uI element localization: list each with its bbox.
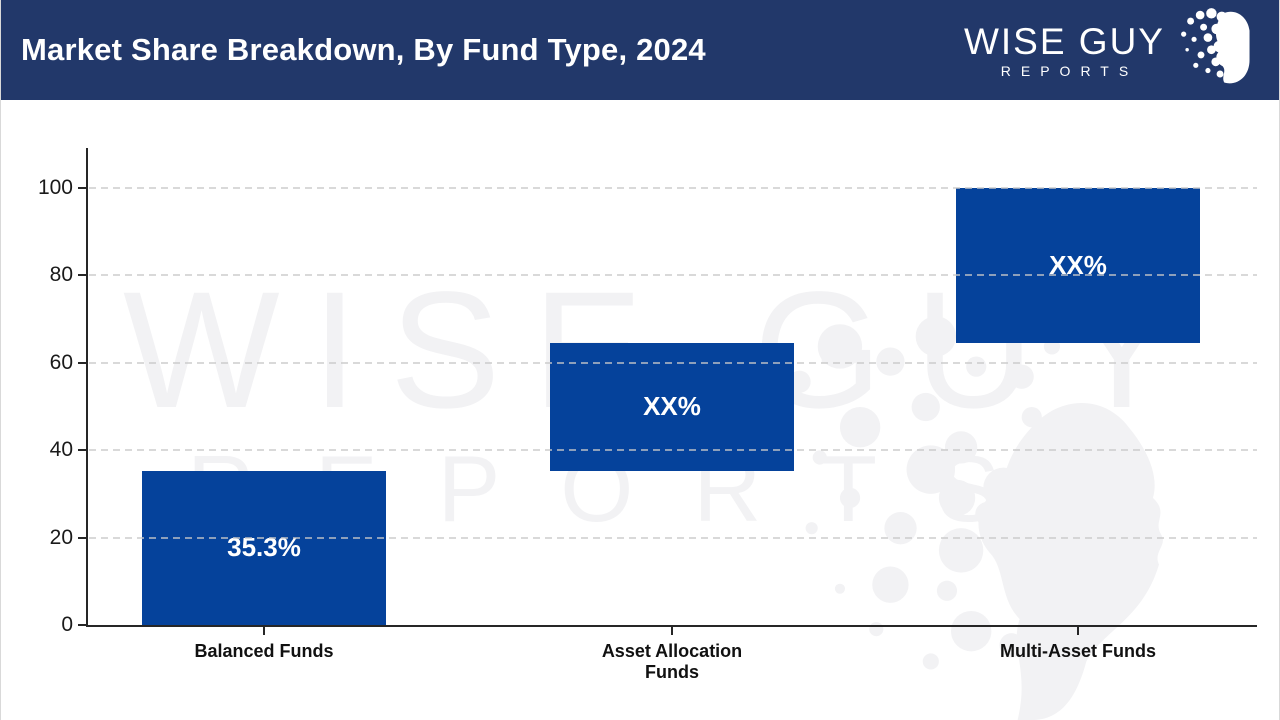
bar-segment: 35.3%: [142, 470, 386, 625]
logo-secondary-text: REPORTS: [1000, 62, 1139, 79]
y-tick-label: 60: [49, 350, 73, 374]
market-share-chart: WISE GUY REPORTS: [1, 100, 1279, 720]
x-category-label-line: Funds: [645, 662, 699, 682]
y-tick-mark: [78, 536, 86, 539]
y-tick-label: 0: [61, 613, 73, 636]
y-tick-mark: [78, 274, 86, 277]
y-tick-label: 20: [49, 525, 73, 549]
y-tick-mark: [78, 361, 86, 364]
header-bar: Market Share Breakdown, By Fund Type, 20…: [1, 0, 1279, 100]
wiseguy-face-logo-icon: [1175, 6, 1253, 95]
y-tick-mark: [78, 624, 86, 626]
x-category-label-line: Asset Allocation: [601, 641, 743, 661]
bar-value-label: XX%: [643, 391, 701, 422]
wiseguy-logo-text: WISE GUY REPORTS: [964, 23, 1165, 78]
bar-segment: XX%: [956, 188, 1200, 343]
watermark-face-icon: [716, 195, 1186, 720]
gridline-y-60: [89, 361, 1257, 364]
y-tick-mark: [78, 187, 86, 189]
x-category-label: Asset Allocation Funds: [502, 641, 842, 683]
x-tick-mark: [1077, 627, 1079, 635]
x-category-label-line: Multi-Asset Funds: [1000, 641, 1156, 661]
logo-primary-text: WISE GUY: [963, 20, 1165, 62]
x-category-label: Multi-Asset Funds: [908, 641, 1248, 662]
gridline-y-20: [89, 536, 1257, 539]
y-tick-label: 100: [37, 176, 73, 199]
y-axis-line: [86, 148, 88, 627]
gridline-y-80: [89, 274, 1257, 277]
wiseguy-logo: WISE GUY REPORTS: [964, 6, 1253, 95]
gridline-y-40: [89, 449, 1257, 452]
x-category-label: Balanced Funds: [94, 641, 434, 662]
x-category-label-line: Balanced Funds: [194, 641, 334, 661]
page-title: Market Share Breakdown, By Fund Type, 20…: [21, 32, 706, 67]
x-tick-mark: [263, 627, 265, 635]
gridline-y-100: [89, 187, 1257, 189]
x-tick-mark: [671, 627, 673, 635]
x-axis-line: [86, 625, 1257, 627]
y-tick-label: 80: [49, 263, 73, 287]
y-tick-mark: [78, 449, 86, 452]
y-tick-label: 40: [49, 438, 73, 462]
